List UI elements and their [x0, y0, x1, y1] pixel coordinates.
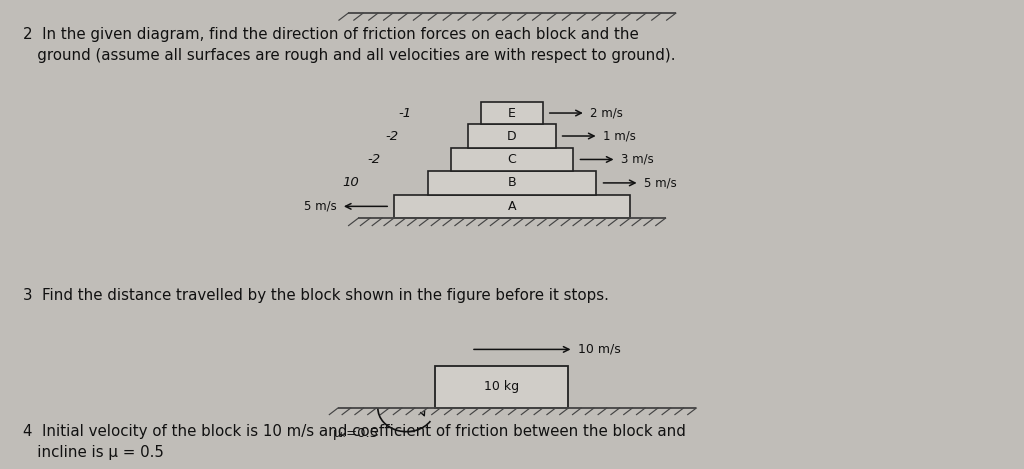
Text: B: B [508, 176, 516, 189]
Text: 10 m/s: 10 m/s [578, 343, 621, 356]
Text: -2: -2 [368, 153, 380, 166]
Text: 1 m/s: 1 m/s [602, 129, 636, 143]
Text: ground (assume all surfaces are rough and all velocities are with respect to gro: ground (assume all surfaces are rough an… [23, 48, 675, 63]
Text: 10 kg: 10 kg [484, 380, 519, 393]
Text: 3  Find the distance travelled by the block shown in the figure before it stops.: 3 Find the distance travelled by the blo… [23, 288, 608, 303]
Text: 5 m/s: 5 m/s [644, 176, 676, 189]
Text: incline is μ = 0.5: incline is μ = 0.5 [23, 445, 164, 460]
Bar [451, 148, 573, 171]
Text: C: C [508, 153, 516, 166]
Text: 10: 10 [342, 176, 359, 189]
Text: 5 m/s: 5 m/s [304, 200, 337, 213]
Text: 2 m/s: 2 m/s [590, 106, 623, 120]
Bar [469, 124, 555, 148]
Text: μₖ=0.5: μₖ=0.5 [333, 427, 379, 440]
Text: A: A [508, 200, 516, 213]
Text: -1: -1 [398, 106, 411, 120]
Text: E: E [508, 106, 516, 120]
Text: 2  In the given diagram, find the direction of friction forces on each block and: 2 In the given diagram, find the directi… [23, 27, 638, 42]
Bar [481, 102, 543, 124]
Text: D: D [507, 129, 517, 143]
Text: 3 m/s: 3 m/s [621, 153, 653, 166]
Bar [428, 171, 596, 195]
Bar [435, 366, 568, 408]
Bar [394, 195, 630, 218]
Text: 4  Initial velocity of the block is 10 m/s and coefficient of friction between t: 4 Initial velocity of the block is 10 m/… [23, 424, 685, 439]
Text: -2: -2 [385, 129, 398, 143]
